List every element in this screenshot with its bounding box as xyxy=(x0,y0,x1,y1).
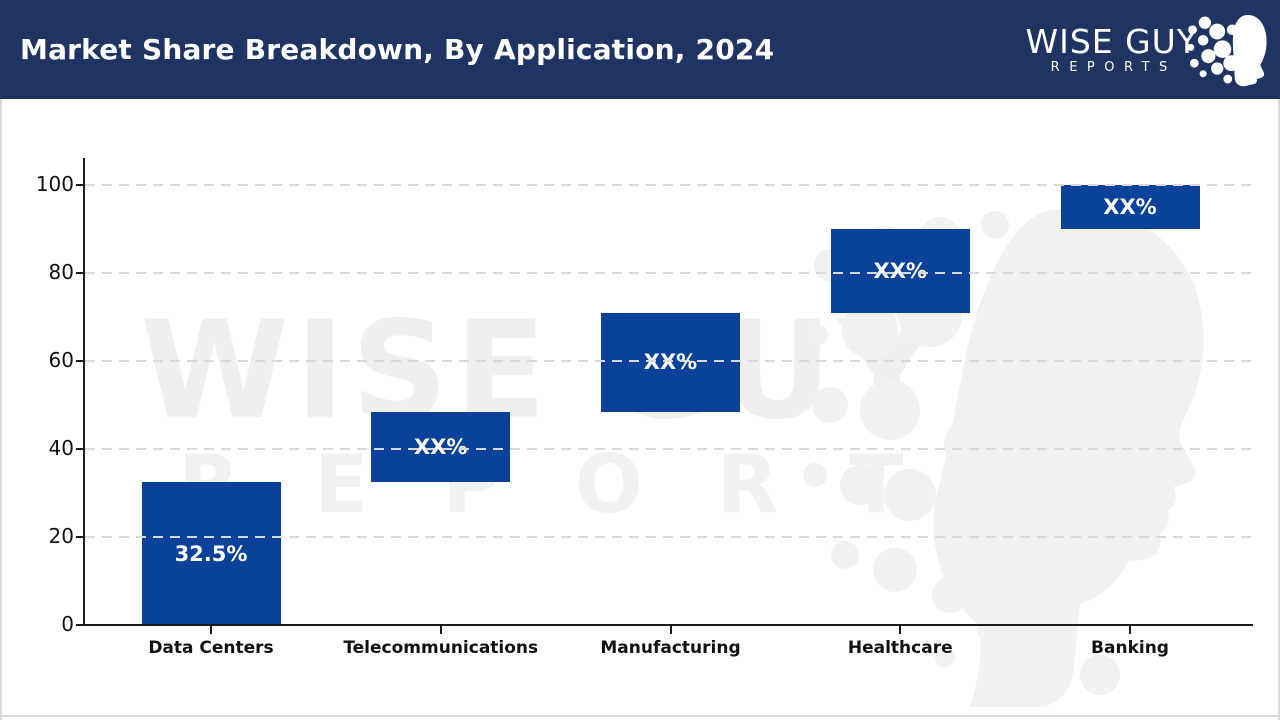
gridline-80 xyxy=(85,272,1253,274)
gridline-100 xyxy=(85,184,1253,186)
x-tick-mark-healthcare xyxy=(899,626,902,634)
x-axis-label-healthcare: Healthcare xyxy=(847,638,953,658)
x-axis-label-data-centers: Data Centers xyxy=(148,638,274,658)
y-tick-mark-100 xyxy=(76,184,84,186)
bar-value-label: XX% xyxy=(1103,195,1157,219)
brand-logo: WISE GUY REPORTS xyxy=(1025,8,1270,92)
y-axis-line xyxy=(83,158,85,626)
y-tick-mark-0 xyxy=(76,624,84,626)
x-axis-label-banking: Banking xyxy=(1091,638,1169,658)
bar-telecommunications: XX% xyxy=(371,411,511,482)
bar-value-label: XX% xyxy=(873,258,927,283)
page-title: Market Share Breakdown, By Application, … xyxy=(20,33,775,66)
page-bottom-rule xyxy=(0,715,1280,717)
y-tick-label-60: 60 xyxy=(48,348,74,372)
bar-value-label: XX% xyxy=(414,434,468,459)
x-tick-mark-telecommunications xyxy=(439,626,442,634)
y-tick-label-0: 0 xyxy=(61,612,74,636)
bar-manufacturing: XX% xyxy=(601,312,740,412)
y-tick-label-80: 80 xyxy=(48,260,74,284)
x-axis-line xyxy=(83,624,1253,626)
x-axis-label-telecommunications: Telecommunications xyxy=(343,638,539,658)
gridline-60 xyxy=(85,360,1253,362)
page-right-edge xyxy=(1278,99,1280,720)
x-tick-mark-banking xyxy=(1129,626,1131,634)
watermark-wiseguy-text: WISE GUY xyxy=(140,292,942,449)
brand-head-icon xyxy=(1187,14,1267,86)
x-tick-mark-manufacturing xyxy=(669,626,672,634)
x-axis-label-manufacturing: Manufacturing xyxy=(600,638,741,658)
y-tick-label-40: 40 xyxy=(48,436,74,460)
bar-value-label: 32.5% xyxy=(174,541,248,566)
header-bar: Market Share Breakdown, By Application, … xyxy=(0,0,1280,99)
gridline-40 xyxy=(85,448,1253,450)
x-tick-mark-data-centers xyxy=(210,626,212,634)
brand-logo-name: WISE GUY xyxy=(1025,21,1198,61)
gridline-20 xyxy=(85,536,1253,538)
bar-value-label: XX% xyxy=(643,350,698,375)
watermark-head-logo xyxy=(803,208,1204,708)
bar-data-centers: 32.5% xyxy=(141,482,281,625)
bar-healthcare: XX% xyxy=(830,229,970,313)
y-tick-mark-80 xyxy=(76,272,84,274)
y-tick-mark-60 xyxy=(76,360,84,362)
y-tick-mark-40 xyxy=(76,448,84,450)
y-tick-mark-20 xyxy=(76,536,84,538)
bar-banking: XX% xyxy=(1060,185,1200,229)
brand-logo-subname: REPORTS xyxy=(1050,59,1177,75)
y-tick-label-20: 20 xyxy=(48,524,74,548)
y-tick-label-100: 100 xyxy=(35,172,74,196)
page-left-edge xyxy=(0,99,2,720)
